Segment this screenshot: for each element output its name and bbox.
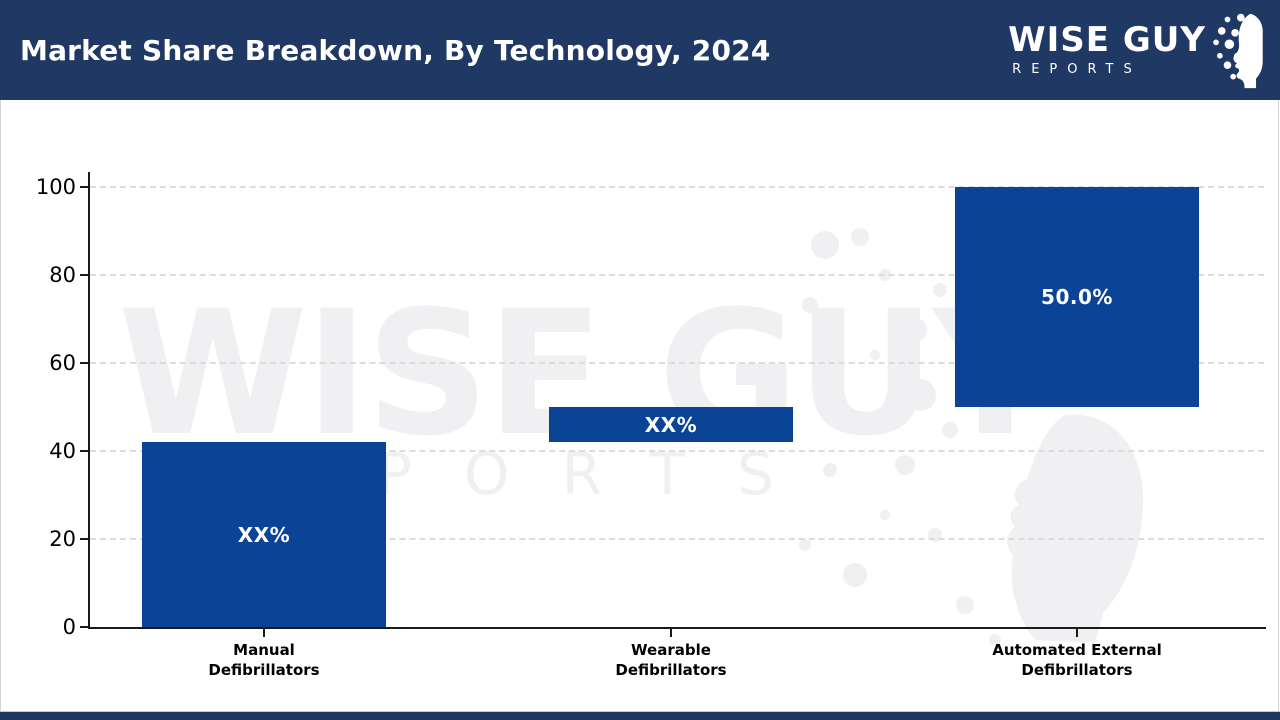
y-tick-mark xyxy=(80,538,88,540)
footer-band xyxy=(0,712,1280,720)
bottom-border-rule xyxy=(0,711,1280,712)
y-tick-mark xyxy=(80,362,88,364)
head-profile-icon xyxy=(1213,13,1263,89)
watermark-head-dots xyxy=(799,228,1144,645)
y-tick-mark xyxy=(80,274,88,276)
logo-name: WISE GUY xyxy=(1008,20,1206,60)
y-tick-label: 60 xyxy=(49,351,76,375)
category-label-line: Wearable xyxy=(631,641,711,659)
x-tick-mark xyxy=(670,629,672,637)
left-border-rule xyxy=(0,100,1,712)
y-tick-label: 100 xyxy=(35,175,76,199)
bar-segment: 50.0% xyxy=(955,187,1199,407)
category-label-line: Defibrillators xyxy=(208,661,320,679)
gridline xyxy=(90,450,1264,452)
x-axis-line xyxy=(88,627,1266,629)
bar-value-label: 50.0% xyxy=(1041,285,1113,309)
y-axis-line xyxy=(88,172,90,629)
bar-segment: XX% xyxy=(549,407,793,443)
category-label-line: Manual xyxy=(233,641,295,659)
bar-segment: XX% xyxy=(142,442,386,627)
y-tick-mark xyxy=(80,186,88,188)
category-label-line: Defibrillators xyxy=(615,661,727,679)
bar-value-label: XX% xyxy=(237,522,291,547)
y-tick-mark xyxy=(80,450,88,452)
category-label-line: Automated External xyxy=(992,641,1162,659)
gridline xyxy=(90,362,1264,364)
category-label-line: Defibrillators xyxy=(1021,661,1133,679)
y-tick-label: 80 xyxy=(49,263,76,287)
gridline xyxy=(90,186,1264,188)
y-tick-label: 0 xyxy=(62,615,76,639)
y-tick-mark xyxy=(80,626,88,628)
y-tick-label: 40 xyxy=(49,439,76,463)
category-label: Automated External Defibrillators xyxy=(927,640,1227,680)
right-border-rule xyxy=(1278,100,1279,712)
gridline xyxy=(90,274,1264,276)
bar-value-label: XX% xyxy=(644,412,698,437)
header-band: Market Share Breakdown, By Technology, 2… xyxy=(0,0,1280,100)
category-label: Manual Defibrillators xyxy=(114,640,414,680)
logo-text: WISE GUY REPORTS xyxy=(1008,23,1206,77)
logo-sub: REPORTS xyxy=(1012,62,1142,77)
gridline xyxy=(90,538,1264,540)
page-title: Market Share Breakdown, By Technology, 2… xyxy=(20,33,771,67)
wise-guy-reports-logo: WISE GUY REPORTS xyxy=(1008,10,1266,90)
x-tick-mark xyxy=(263,629,265,637)
y-tick-label: 20 xyxy=(49,527,76,551)
x-tick-mark xyxy=(1076,629,1078,637)
category-label: Wearable Defibrillators xyxy=(521,640,821,680)
